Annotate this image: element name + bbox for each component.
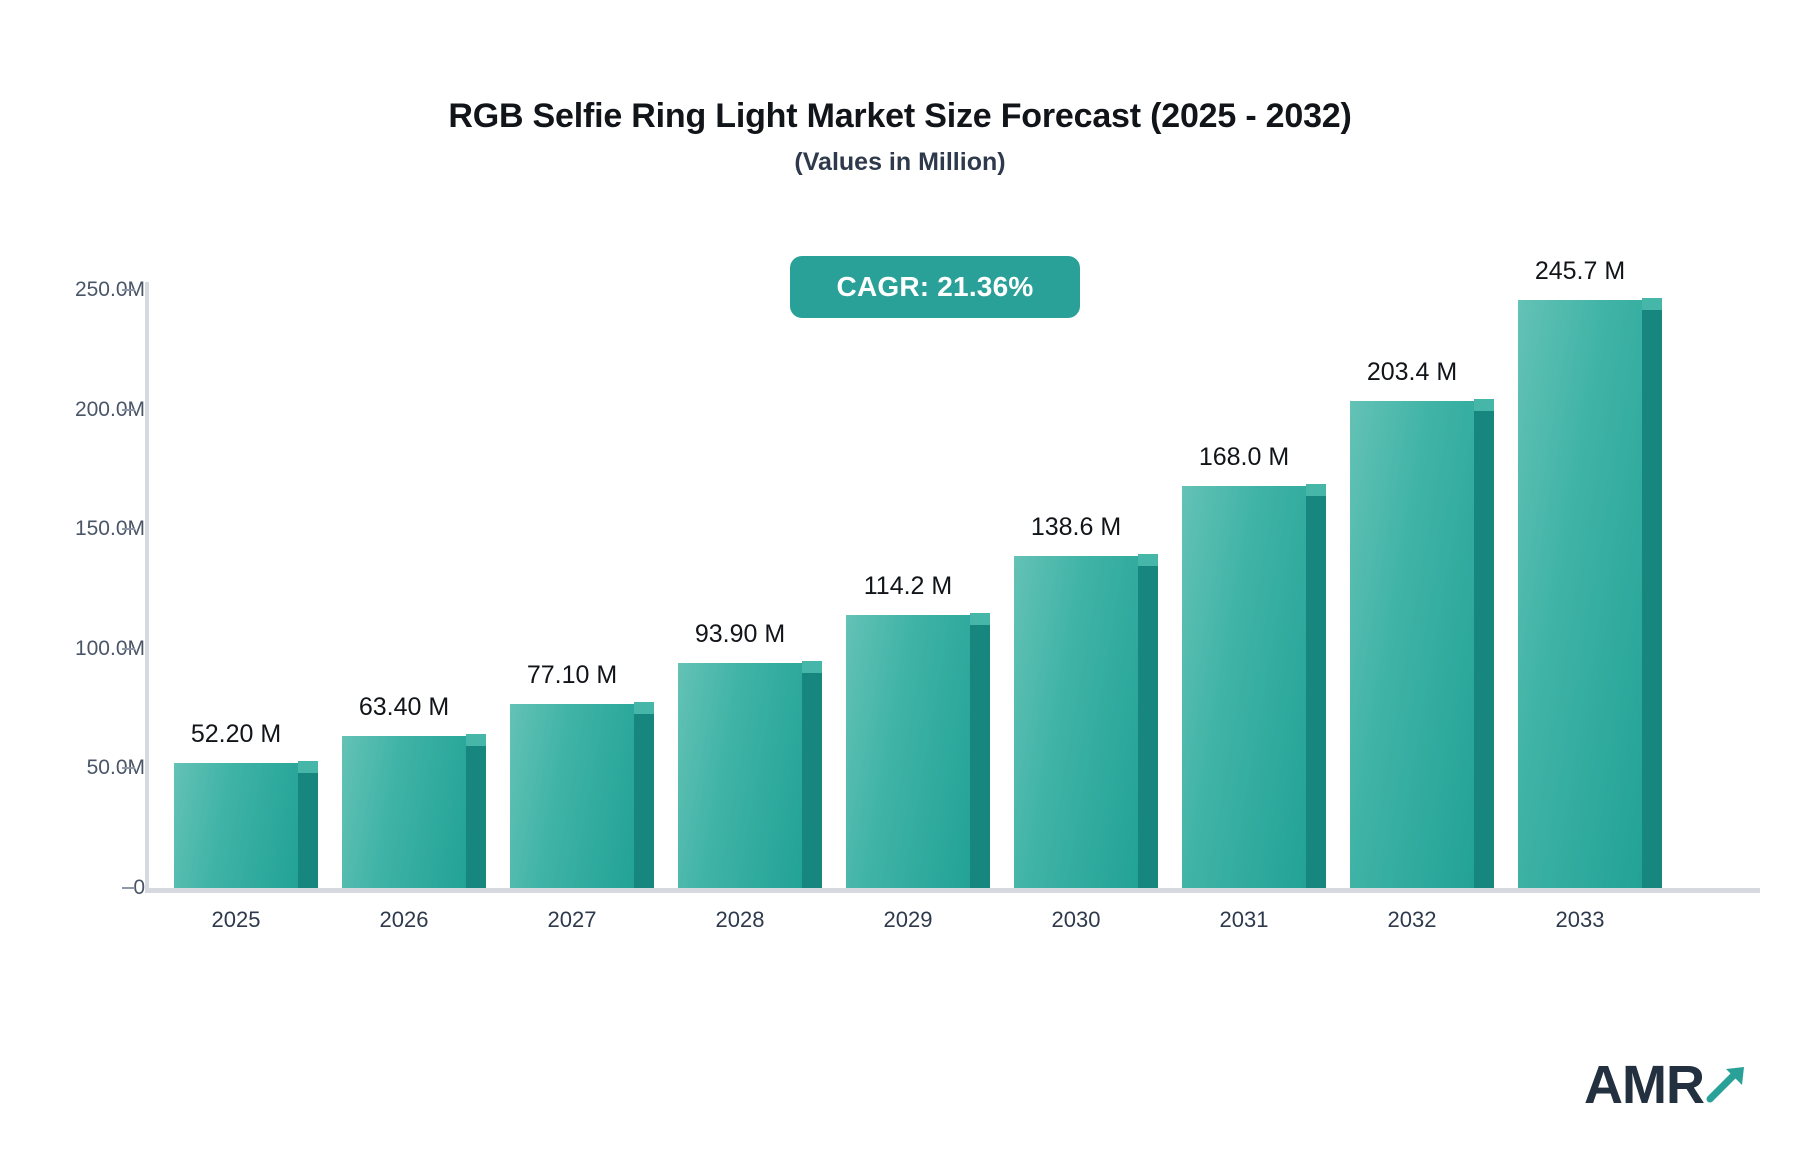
bar-side-face [466,746,486,888]
y-axis-tick-label: 100.0M [74,636,145,660]
bar-front-face [1014,556,1138,888]
bar-side-face [802,673,822,888]
bar-top-face [970,612,990,625]
bar-top-face [1474,399,1494,412]
bar-top-face [1138,554,1158,567]
bar-front-face [678,663,802,888]
x-axis-tick-label: 2025 [211,907,261,932]
bar-side-face [1138,566,1158,888]
bar-value-label: 245.7 M [1534,257,1626,286]
bar-top-face [802,661,822,674]
bar-side-face [298,773,318,888]
bar-top-face [298,761,318,774]
y-axis-tick-mark [122,767,135,770]
bar[interactable]: 245.7 M [1518,257,1662,888]
x-axis-tick-label: 2029 [883,907,933,932]
bar-top-face [634,701,654,714]
cagr-badge: CAGR: 21.36% [790,256,1080,318]
y-axis-tick-label: 50.0M [86,756,145,780]
y-axis-tick-mark [122,887,135,889]
x-axis-tick-label: 2032 [1387,907,1437,932]
bar[interactable]: 93.90 M [678,620,822,888]
bar[interactable]: 138.6 M [1014,513,1158,888]
bar-value-label: 93.90 M [694,620,786,649]
bar-front-face [342,736,466,888]
bar-side-face [634,713,654,888]
x-axis-tick-label: 2030 [1051,907,1101,932]
bar-value-label: 77.10 M [526,660,618,689]
bar-front-face [1350,401,1474,888]
bar[interactable]: 63.40 M [342,693,486,888]
bar[interactable]: 168.0 M [1182,443,1326,888]
y-axis-tick-label: 250.0M [74,278,145,301]
y-axis-tick-label: 150.0M [74,517,145,541]
plot-area: 52.20 M 63.40 M 77.10 M 93.90 M 114.2 M 138.6… [145,257,1760,932]
y-axis-tick-label: 200.0M [74,397,145,421]
bar-side-face [1474,411,1494,888]
y-axis-tick-mark [122,289,135,291]
y-axis-tick-marks [122,282,142,902]
x-axis-line [145,888,1760,893]
x-axis-tick-label: 2026 [379,907,429,932]
growth-arrow-icon [1706,1061,1752,1108]
x-axis-tick-label: 2033 [1555,907,1605,932]
bar-side-face [970,624,990,888]
y-axis-tick-mark [122,408,135,411]
bar-side-face [1642,310,1662,888]
y-axis-tick-mark [122,528,135,531]
bar-value-label: 203.4 M [1366,358,1458,387]
x-axis-tick-label: 2028 [715,907,765,932]
amr-logo-text: AMR [1584,1055,1705,1115]
bar[interactable]: 77.10 M [510,661,654,888]
amr-logo: AMR [1584,1058,1752,1112]
bar-side-face [1306,496,1326,888]
bar-top-face [1642,298,1662,311]
bar-value-label: 114.2 M [863,571,953,600]
bar[interactable]: 114.2 M [846,572,990,888]
bar-top-face [1306,484,1326,497]
page-title: RGB Selfie Ring Light Market Size Foreca… [448,97,1352,135]
bar[interactable]: 203.4 M [1350,358,1494,888]
cagr-badge-label: CAGR: 21.36% [836,271,1034,302]
bar-front-face [846,614,970,888]
bar-value-label: 138.6 M [1030,513,1122,542]
bar-top-face [466,734,486,747]
x-axis-tick-label: 2027 [547,907,597,932]
bar-value-label: 63.40 M [358,693,450,722]
bar-value-label: 52.20 M [190,720,282,749]
y-axis-tick-label: 0 [133,876,145,899]
y-axis-tick-mark [122,647,135,650]
bar[interactable]: 52.20 M [174,720,318,888]
x-axis-tick-label: 2031 [1219,907,1269,932]
bar-front-face [510,703,634,888]
y-axis-line [145,282,149,890]
bar-value-label: 168.0 M [1198,443,1290,472]
chart-subtitle: (Values in Million) [794,148,1006,176]
bar-front-face [1182,486,1306,888]
bar-front-face [1518,300,1642,888]
y-axis-tick-labels: 0 50.0M 100.0M 150.0M 200.0M 250.0M [0,278,145,902]
bar-front-face [174,763,298,888]
